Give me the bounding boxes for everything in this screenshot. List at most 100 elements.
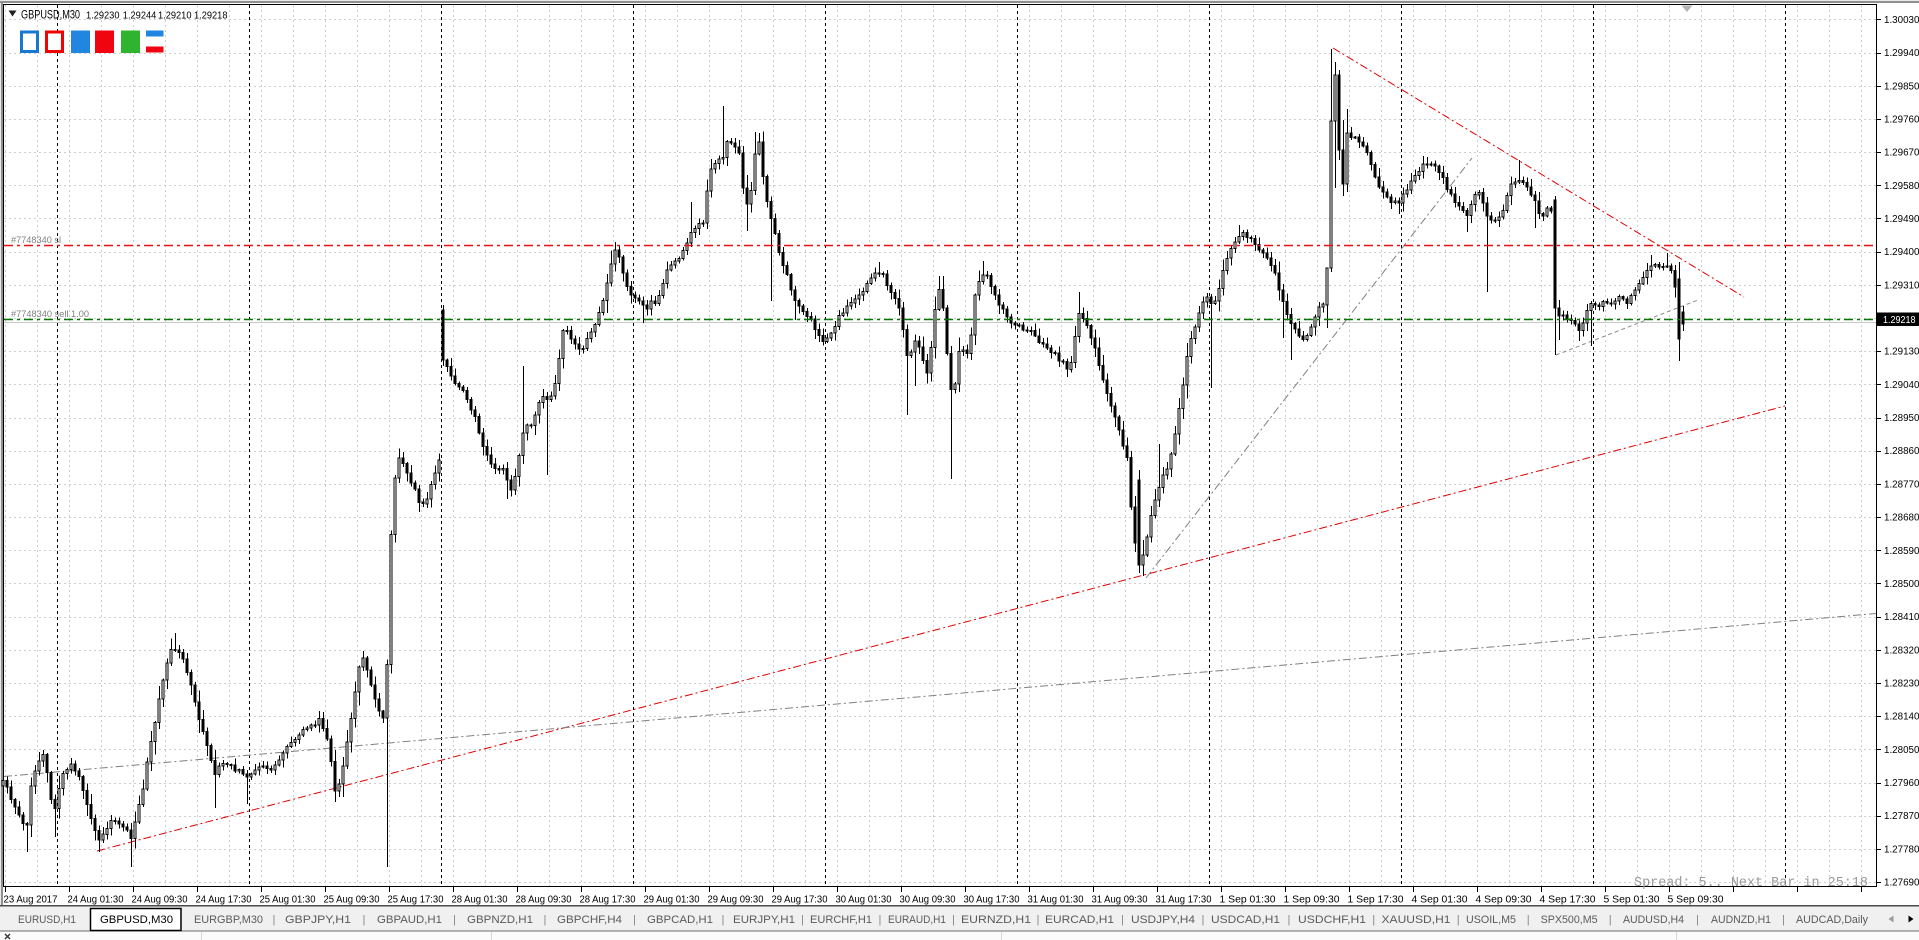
svg-text:EURCAD,H1: EURCAD,H1 [1045,914,1114,926]
svg-text:1.29218: 1.29218 [194,10,228,22]
svg-text:1 Sep 01:30: 1 Sep 01:30 [1220,895,1277,906]
svg-text:|: | [1696,914,1699,926]
svg-text:AUDUSD,H4: AUDUSD,H4 [1623,914,1684,926]
svg-text:|: | [1609,914,1612,926]
svg-text:|: | [879,914,882,926]
svg-text:1.28770: 1.28770 [1884,479,1919,490]
svg-text:EURGBP,M30: EURGBP,M30 [194,914,263,926]
svg-text:1.29400: 1.29400 [1884,247,1919,258]
svg-text:25 Aug 09:30: 25 Aug 09:30 [324,895,381,906]
svg-text:1.29040: 1.29040 [1884,380,1919,391]
svg-text:1 Sep 09:30: 1 Sep 09:30 [1284,895,1341,906]
svg-text:GBPUSD,M30: GBPUSD,M30 [21,10,80,22]
svg-text:XAUUSD,H1: XAUUSD,H1 [1382,914,1451,926]
svg-text:25 Aug 17:30: 25 Aug 17:30 [388,895,445,906]
svg-text:EURNZD,H1: EURNZD,H1 [961,914,1031,926]
svg-text:30 Aug 09:30: 30 Aug 09:30 [900,895,957,906]
svg-text:#7748340 sl: #7748340 sl [11,235,61,246]
svg-text:1.29218: 1.29218 [1883,315,1916,326]
svg-text:29 Aug 17:30: 29 Aug 17:30 [772,895,829,906]
svg-text:28 Aug 09:30: 28 Aug 09:30 [516,895,573,906]
svg-text:USDCHF,H1: USDCHF,H1 [1298,914,1366,926]
svg-text:1.28500: 1.28500 [1884,579,1919,590]
svg-text:1.28140: 1.28140 [1884,712,1919,723]
svg-text:1.29940: 1.29940 [1884,48,1919,59]
svg-text:|: | [1527,914,1530,926]
svg-text:1.28590: 1.28590 [1884,546,1919,557]
svg-text:|: | [273,914,276,926]
svg-text:|: | [453,914,456,926]
svg-text:|: | [1457,914,1460,926]
svg-text:GBPCHF,H4: GBPCHF,H4 [557,914,622,926]
svg-text:GBPNZD,H1: GBPNZD,H1 [467,914,533,926]
svg-text:USDCAD,H1: USDCAD,H1 [1211,914,1280,926]
svg-text:30 Aug 17:30: 30 Aug 17:30 [964,895,1021,906]
svg-text:23 Aug 2017: 23 Aug 2017 [4,895,58,906]
svg-text:1.27960: 1.27960 [1884,778,1919,789]
svg-text:1.29580: 1.29580 [1884,181,1919,192]
svg-text:EURUSD,H1: EURUSD,H1 [18,914,76,926]
svg-text:1.29244: 1.29244 [123,10,157,22]
svg-text:|: | [544,914,547,926]
svg-text:31 Aug 01:30: 31 Aug 01:30 [1028,895,1085,906]
svg-text:GBPCAD,H1: GBPCAD,H1 [647,914,713,926]
svg-text:24 Aug 01:30: 24 Aug 01:30 [68,895,125,906]
svg-text:|: | [952,914,955,926]
svg-text:SPX500,M5: SPX500,M5 [1541,914,1598,926]
svg-text:1.28050: 1.28050 [1884,745,1919,756]
svg-text:GBPAUD,H1: GBPAUD,H1 [377,914,442,926]
svg-text:1.28680: 1.28680 [1884,513,1919,524]
svg-text:GBPJPY,H1: GBPJPY,H1 [285,914,351,926]
svg-text:1.28230: 1.28230 [1884,679,1919,690]
svg-text:1.30030: 1.30030 [1884,15,1919,26]
svg-text:AUDCAD,Daily: AUDCAD,Daily [1796,914,1868,926]
svg-text:28 Aug 17:30: 28 Aug 17:30 [580,895,637,906]
svg-text:|: | [1121,914,1124,926]
svg-text:4 Sep 17:30: 4 Sep 17:30 [1540,895,1597,906]
svg-text:AUDNZD,H1: AUDNZD,H1 [1711,914,1771,926]
svg-text:EURJPY,H1: EURJPY,H1 [733,914,795,926]
svg-text:31 Aug 09:30: 31 Aug 09:30 [1092,895,1149,906]
svg-text:1.28320: 1.28320 [1884,645,1919,656]
svg-text:1.29130: 1.29130 [1884,347,1919,358]
svg-text:1.29490: 1.29490 [1884,214,1919,225]
svg-text:1.28950: 1.28950 [1884,413,1919,424]
svg-text:|: | [1037,914,1040,926]
svg-text:|: | [363,914,366,926]
svg-text:EURAUD,H1: EURAUD,H1 [888,914,946,926]
svg-text:29 Aug 01:30: 29 Aug 01:30 [644,895,701,906]
svg-text:|: | [1782,914,1785,926]
svg-text:USOIL,M5: USOIL,M5 [1466,914,1516,926]
svg-text:25 Aug 01:30: 25 Aug 01:30 [260,895,317,906]
svg-text:5 Sep 09:30: 5 Sep 09:30 [1668,895,1725,906]
svg-text:#7748340 sell 1.00: #7748340 sell 1.00 [11,309,89,320]
svg-text:30 Aug 01:30: 30 Aug 01:30 [836,895,893,906]
svg-text:1.27870: 1.27870 [1884,811,1919,822]
svg-text:31 Aug 17:30: 31 Aug 17:30 [1156,895,1213,906]
svg-text:24 Aug 09:30: 24 Aug 09:30 [132,895,189,906]
svg-text:4 Sep 01:30: 4 Sep 01:30 [1412,895,1469,906]
svg-text:|: | [1202,914,1205,926]
svg-text:28 Aug 01:30: 28 Aug 01:30 [452,895,509,906]
svg-text:24 Aug 17:30: 24 Aug 17:30 [196,895,253,906]
svg-text:1 Sep 17:30: 1 Sep 17:30 [1348,895,1405,906]
svg-text:1.28410: 1.28410 [1884,612,1919,623]
svg-text:4 Sep 09:30: 4 Sep 09:30 [1476,895,1533,906]
svg-text:|: | [1372,914,1375,926]
svg-text:1.27690: 1.27690 [1884,878,1919,889]
svg-text:5 Sep 01:30: 5 Sep 01:30 [1604,895,1661,906]
svg-text:Spread: 5.. Next Bar in 25:18: Spread: 5.. Next Bar in 25:18 [1634,876,1868,891]
svg-text:|: | [801,914,804,926]
svg-text:|: | [633,914,636,926]
svg-text:|: | [1288,914,1291,926]
svg-text:1.27780: 1.27780 [1884,844,1919,855]
svg-text:|: | [722,914,725,926]
svg-text:EURCHF,H1: EURCHF,H1 [810,914,872,926]
svg-text:1.28860: 1.28860 [1884,446,1919,457]
svg-text:1.29850: 1.29850 [1884,81,1919,92]
svg-text:1.29670: 1.29670 [1884,148,1919,159]
svg-text:1.29210: 1.29210 [158,10,192,22]
svg-text:GBPUSD,M30: GBPUSD,M30 [100,914,173,926]
svg-text:1.29760: 1.29760 [1884,114,1919,125]
svg-text:1.29310: 1.29310 [1884,280,1919,291]
